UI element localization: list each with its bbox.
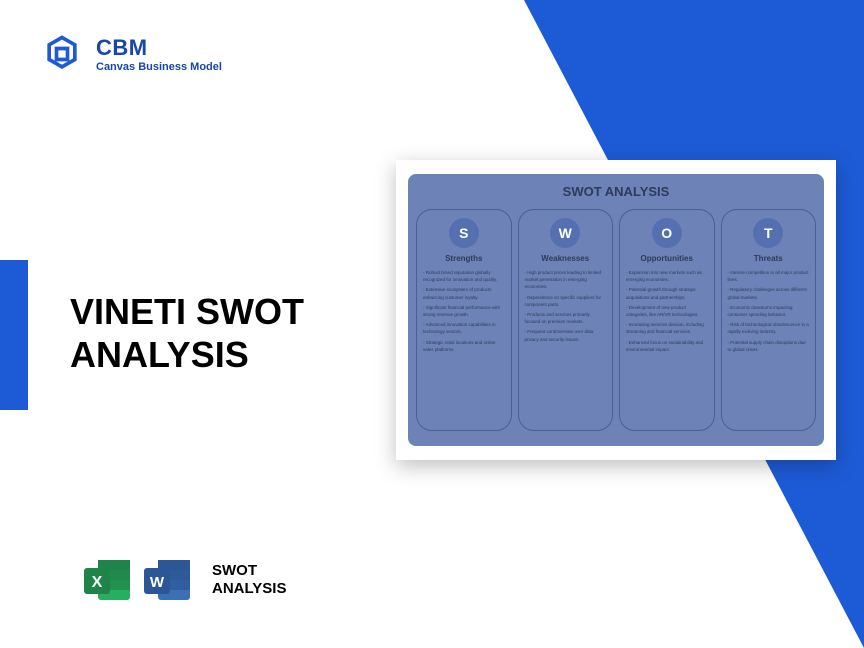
swot-item: - Development of new product categories,… — [626, 304, 708, 318]
swot-item: - Potential growth through strategic acq… — [626, 286, 708, 300]
swot-item: - Dependence on specific suppliers for c… — [525, 294, 607, 308]
swot-items: - Robust brand reputation globally recog… — [423, 269, 505, 353]
swot-item: - High product prices leading to limited… — [525, 269, 607, 291]
swot-col-opportunities: O Opportunities - Expansion into new marke… — [619, 209, 715, 431]
swot-items: - Intense competition in all major produ… — [728, 269, 810, 353]
footer-text: SWOT ANALYSIS — [212, 562, 286, 598]
swot-letter: S — [449, 218, 479, 248]
swot-item: - Economic downturns impacting consumer … — [728, 304, 810, 318]
swot-items: - Expansion into new markets such as eme… — [626, 269, 708, 353]
swot-col-name: Opportunities — [641, 254, 693, 263]
main-title: VINETI SWOT ANALYSIS — [70, 290, 304, 376]
swot-title: SWOT ANALYSIS — [416, 184, 816, 199]
swot-inner: SWOT ANALYSIS S Strengths - Robust brand r… — [408, 174, 824, 446]
swot-item: - Potential supply chain disruptions due… — [728, 339, 810, 353]
accent-bar — [0, 260, 28, 410]
main-title-line1: VINETI SWOT — [70, 290, 304, 333]
swot-col-threats: T Threats - Intense competition in all maj… — [721, 209, 817, 431]
swot-col-name: Strengths — [445, 254, 482, 263]
swot-items: - High product prices leading to limited… — [525, 269, 607, 343]
swot-columns: S Strengths - Robust brand reputation glob… — [416, 209, 816, 431]
swot-col-strengths: S Strengths - Robust brand reputation glob… — [416, 209, 512, 431]
swot-col-name: Weaknesses — [541, 254, 589, 263]
swot-item: - Enhanced focus on sustainability and e… — [626, 339, 708, 353]
swot-item: - Intense competition in all major produ… — [728, 269, 810, 283]
logo-title: CBM — [96, 35, 222, 61]
svg-text:W: W — [150, 574, 165, 591]
footer-line1: SWOT — [212, 562, 286, 580]
swot-letter: W — [550, 218, 580, 248]
swot-item: - Regulatory challenges across different… — [728, 286, 810, 300]
swot-item: - Frequent controversies over data priva… — [525, 328, 607, 342]
logo-subtitle: Canvas Business Model — [96, 61, 222, 73]
word-icon: W — [140, 552, 196, 608]
swot-item: - Strategic retail locations and online … — [423, 339, 505, 353]
swot-letter: O — [652, 218, 682, 248]
swot-letter: T — [753, 218, 783, 248]
swot-col-name: Threats — [754, 254, 783, 263]
swot-item: - Advanced innovation capabilities in te… — [423, 321, 505, 335]
excel-icon: X — [80, 552, 136, 608]
swot-item: - Products and services primarily focuse… — [525, 311, 607, 325]
swot-item: - Robust brand reputation globally recog… — [423, 269, 505, 283]
swot-card: SWOT ANALYSIS S Strengths - Robust brand r… — [396, 160, 836, 460]
swot-item: - Extensive ecosystem of products enhanc… — [423, 286, 505, 300]
logo-area: CBM Canvas Business Model — [40, 32, 222, 76]
swot-col-weaknesses: W Weaknesses - High product prices leading… — [518, 209, 614, 431]
swot-item: - Increasing services division, includin… — [626, 321, 708, 335]
swot-item: - Significant financial performance with… — [423, 304, 505, 318]
main-title-line2: ANALYSIS — [70, 333, 304, 376]
footer-icons: X W SWOT ANALYSIS — [80, 552, 286, 608]
swot-item: - Expansion into new markets such as eme… — [626, 269, 708, 283]
footer-line2: ANALYSIS — [212, 580, 286, 598]
swot-item: - Risk of technological obsolescence in … — [728, 321, 810, 335]
logo-icon — [40, 32, 84, 76]
svg-text:X: X — [92, 574, 103, 591]
